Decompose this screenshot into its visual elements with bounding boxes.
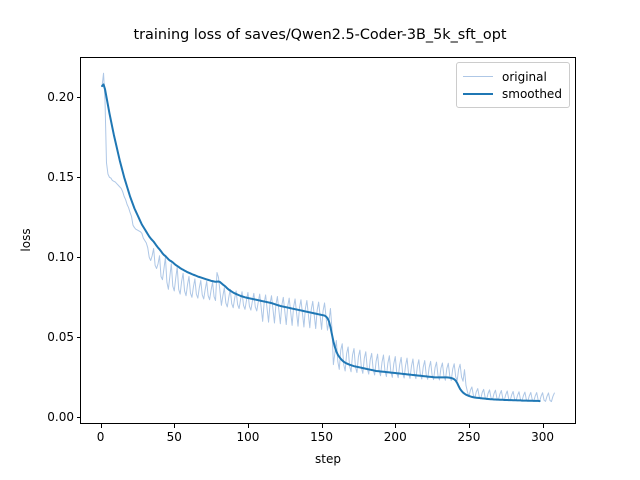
legend-swatch-original	[463, 76, 493, 77]
x-tick-label: 300	[531, 430, 555, 444]
x-tick-mark	[100, 424, 102, 428]
legend-swatch-smoothed	[463, 92, 493, 95]
x-tick-mark	[468, 424, 470, 428]
series-line-original	[101, 72, 555, 403]
x-tick-label: 0	[96, 430, 105, 444]
chart-legend: original smoothed	[456, 62, 570, 108]
legend-label-original: original	[502, 69, 547, 84]
x-tick-mark	[395, 424, 397, 428]
x-tick-label: 100	[236, 430, 260, 444]
legend-item-smoothed: smoothed	[463, 85, 563, 102]
y-tick-mark	[76, 337, 80, 339]
y-tick-label: 0.00	[47, 410, 74, 425]
x-tick-label: 50	[166, 430, 182, 444]
x-tick-label: 200	[383, 430, 407, 444]
chart-title: training loss of saves/Qwen2.5-Coder-3B_…	[133, 27, 507, 43]
y-axis-label: loss	[19, 228, 33, 252]
x-tick-mark	[321, 424, 323, 428]
series-line-smoothed	[101, 83, 541, 403]
y-tick-label: 0.15	[47, 170, 74, 185]
y-tick-mark	[76, 417, 80, 419]
y-tick-label: 0.20	[47, 90, 74, 105]
y-tick-label: 0.05	[47, 330, 74, 345]
x-axis-label: step	[315, 452, 341, 466]
plot-axes	[80, 57, 576, 424]
y-tick-mark	[76, 257, 80, 259]
y-tick-mark	[76, 97, 80, 99]
x-tick-mark	[247, 424, 249, 428]
y-tick-label: 0.10	[47, 250, 74, 265]
x-tick-label: 250	[457, 430, 481, 444]
x-tick-mark	[542, 424, 544, 428]
x-tick-label: 150	[310, 430, 334, 444]
legend-label-smoothed: smoothed	[502, 86, 562, 101]
chart-plot-area	[101, 72, 555, 403]
legend-item-original: original	[463, 68, 563, 85]
y-tick-mark	[76, 177, 80, 179]
x-tick-mark	[174, 424, 176, 428]
